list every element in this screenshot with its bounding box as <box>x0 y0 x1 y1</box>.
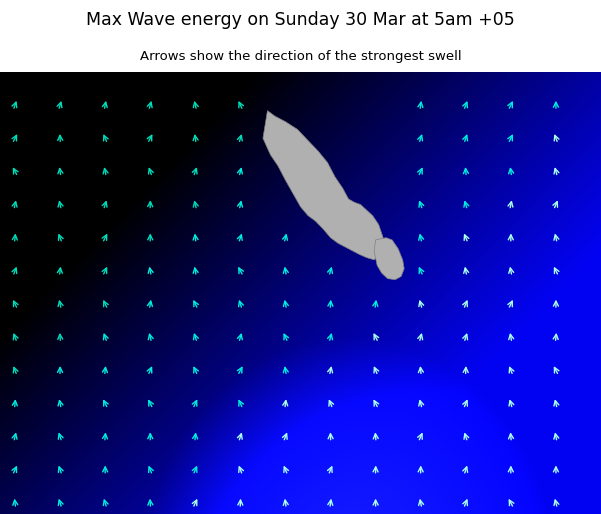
Polygon shape <box>263 111 383 260</box>
Text: Max Wave energy on Sunday 30 Mar at 5am +05: Max Wave energy on Sunday 30 Mar at 5am … <box>86 11 515 29</box>
Polygon shape <box>374 237 404 280</box>
Text: Arrows show the direction of the strongest swell: Arrows show the direction of the stronge… <box>139 50 462 63</box>
